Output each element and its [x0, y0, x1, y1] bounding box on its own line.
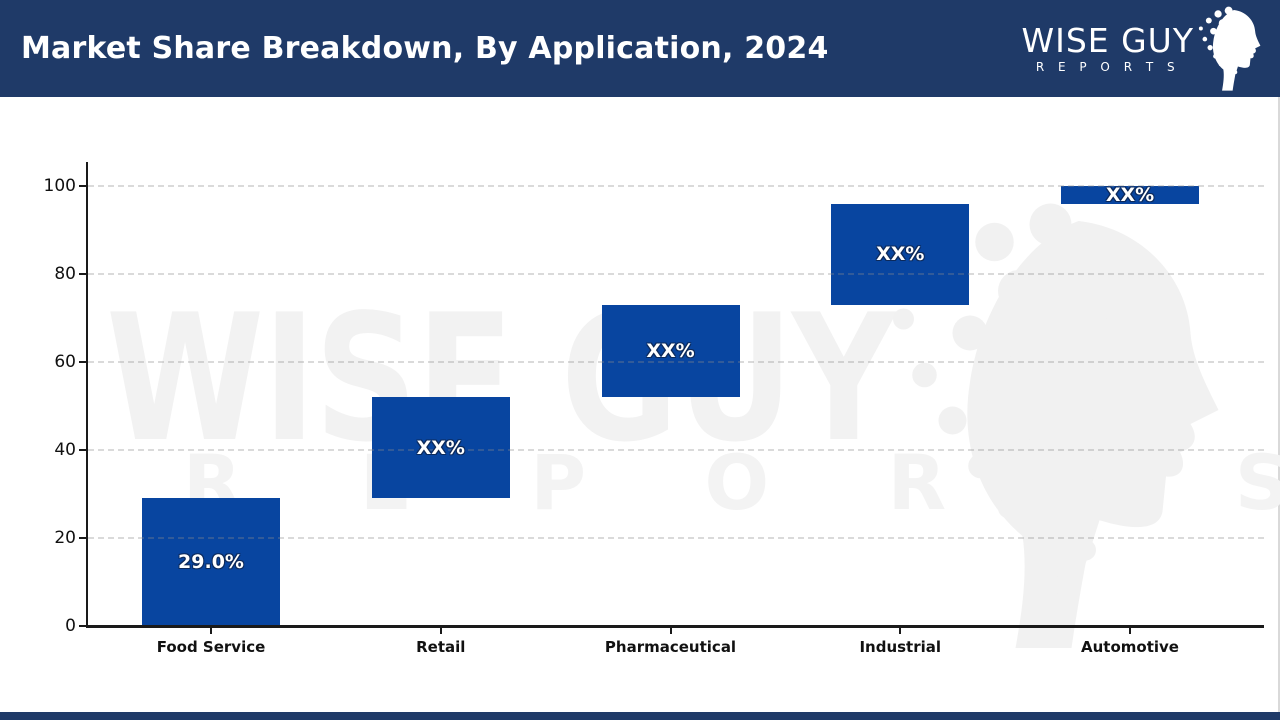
gridline-20: [88, 537, 1264, 539]
bar-label-pharmaceutical: XX%: [646, 340, 695, 362]
header: Market Share Breakdown, By Application, …: [0, 0, 1280, 97]
y-tick-label-80: 80: [54, 264, 76, 284]
y-tick-label-100: 100: [43, 176, 76, 196]
y-tick-60: [79, 361, 87, 363]
y-tick-40: [79, 449, 87, 451]
gridline-100: [88, 185, 1264, 187]
bar-label-industrial: XX%: [876, 243, 925, 266]
y-tick-20: [79, 537, 87, 539]
brand-logo: WISE GUY R E P O R T S: [1021, 6, 1280, 92]
x-tick-pharmaceutical: [669, 627, 672, 634]
x-tick-retail: [439, 627, 442, 634]
watermark-head-icon: [893, 203, 1219, 648]
x-tick-label-automotive: Automotive: [1081, 638, 1179, 656]
bar-label-food-service: 29.0%: [178, 551, 244, 574]
y-tick-label-0: 0: [65, 616, 76, 636]
y-tick-0: [79, 625, 87, 627]
x-tick-label-food-service: Food Service: [156, 638, 266, 656]
wiseguy-head-icon: [1198, 6, 1261, 91]
y-tick-label-40: 40: [54, 440, 76, 460]
page-title: Market Share Breakdown, By Application, …: [21, 31, 829, 66]
footer-strip: [0, 712, 1280, 720]
bar-retail: [371, 397, 510, 499]
bar-label-automotive: XX%: [1105, 183, 1155, 206]
y-axis: [86, 162, 88, 627]
bar-food-service: [142, 498, 280, 626]
y-tick-100: [79, 185, 87, 187]
gridline-60: [88, 361, 1264, 363]
y-tick-80: [79, 273, 87, 275]
bar-automotive: [1061, 186, 1199, 204]
bar-industrial: [831, 203, 970, 305]
brand-text: WISE GUY R E P O R T S: [1021, 24, 1194, 74]
x-axis: [86, 625, 1264, 628]
x-tick-automotive: [1129, 627, 1131, 634]
x-tick-label-retail: Retail: [416, 638, 466, 656]
gridline-80: [88, 273, 1264, 275]
brand-wordmark: WISE GUY: [1021, 20, 1194, 60]
x-tick-food-service: [210, 627, 212, 634]
bar-pharmaceutical: [601, 304, 740, 398]
x-tick-label-industrial: Industrial: [859, 638, 942, 656]
brand-tagline: R E P O R T S: [1035, 59, 1180, 74]
y-tick-label-60: 60: [54, 352, 76, 372]
x-tick-industrial: [899, 627, 902, 634]
gridline-40: [88, 449, 1264, 451]
y-tick-label-20: 20: [54, 528, 76, 548]
bar-label-retail: XX%: [416, 436, 465, 459]
x-tick-label-pharmaceutical: Pharmaceutical: [604, 638, 737, 656]
